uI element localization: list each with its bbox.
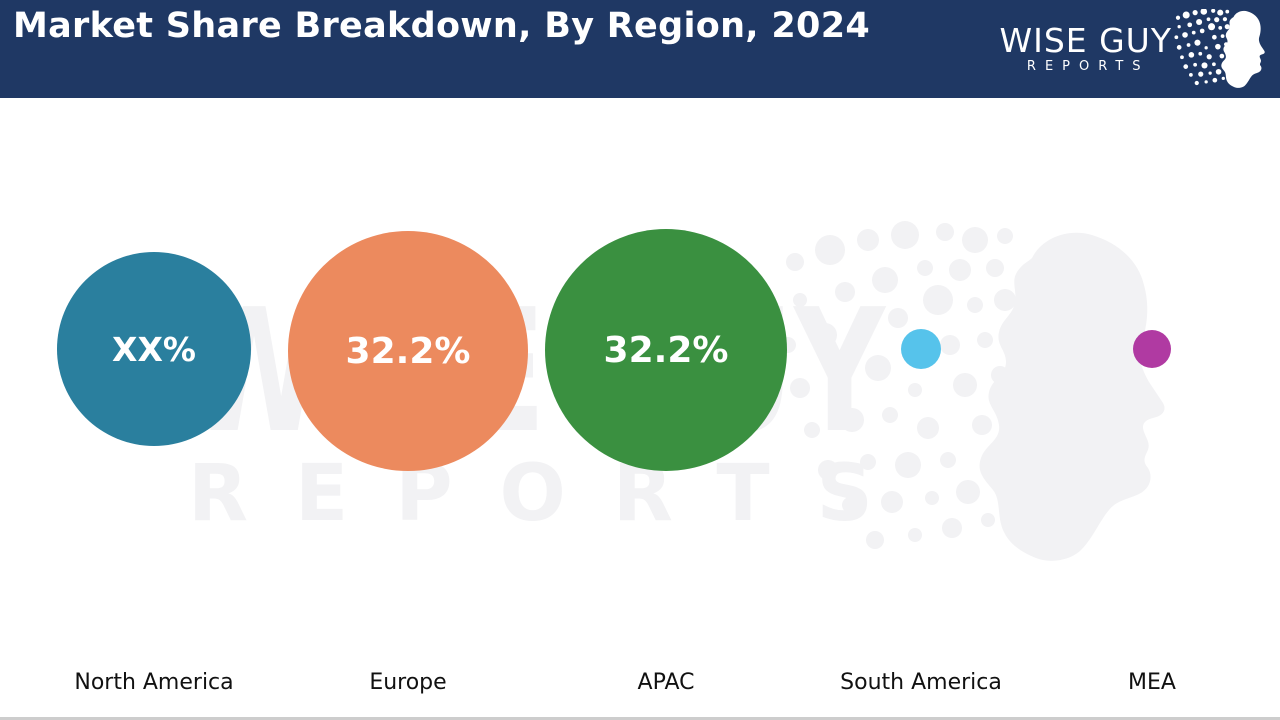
bubble-south-america [901, 329, 941, 369]
brand-subtitle: REPORTS [1026, 59, 1150, 75]
bubble-value-label: 32.2% [345, 330, 471, 372]
bubble-value-label: XX% [112, 329, 196, 369]
bubble-apac: 32.2% [545, 229, 787, 471]
bubble-europe: 32.2% [288, 231, 528, 471]
watermark-reports-text: REPORTS [188, 449, 920, 539]
bubble-mea [1133, 330, 1171, 368]
bottom-border [0, 717, 1280, 720]
category-label-apac: APAC [637, 670, 695, 695]
brand-name: WISE GUY [999, 20, 1172, 60]
category-label-south-america: South America [840, 670, 1002, 695]
header-bar: Market Share Breakdown, By Region, 2024 … [0, 0, 1280, 98]
bubble-north-america: XX% [57, 252, 251, 446]
category-label-north-america: North America [74, 670, 234, 695]
brand-logo: WISE GUY REPORTS [999, 5, 1266, 93]
brand-head-icon [1174, 9, 1265, 88]
page-title: Market Share Breakdown, By Region, 2024 [13, 6, 870, 46]
brand-logo-text: WISE GUY REPORTS [999, 20, 1172, 75]
category-label-europe: Europe [369, 670, 447, 695]
bubble-value-label: 32.2% [603, 329, 729, 371]
category-label-mea: MEA [1128, 670, 1176, 695]
